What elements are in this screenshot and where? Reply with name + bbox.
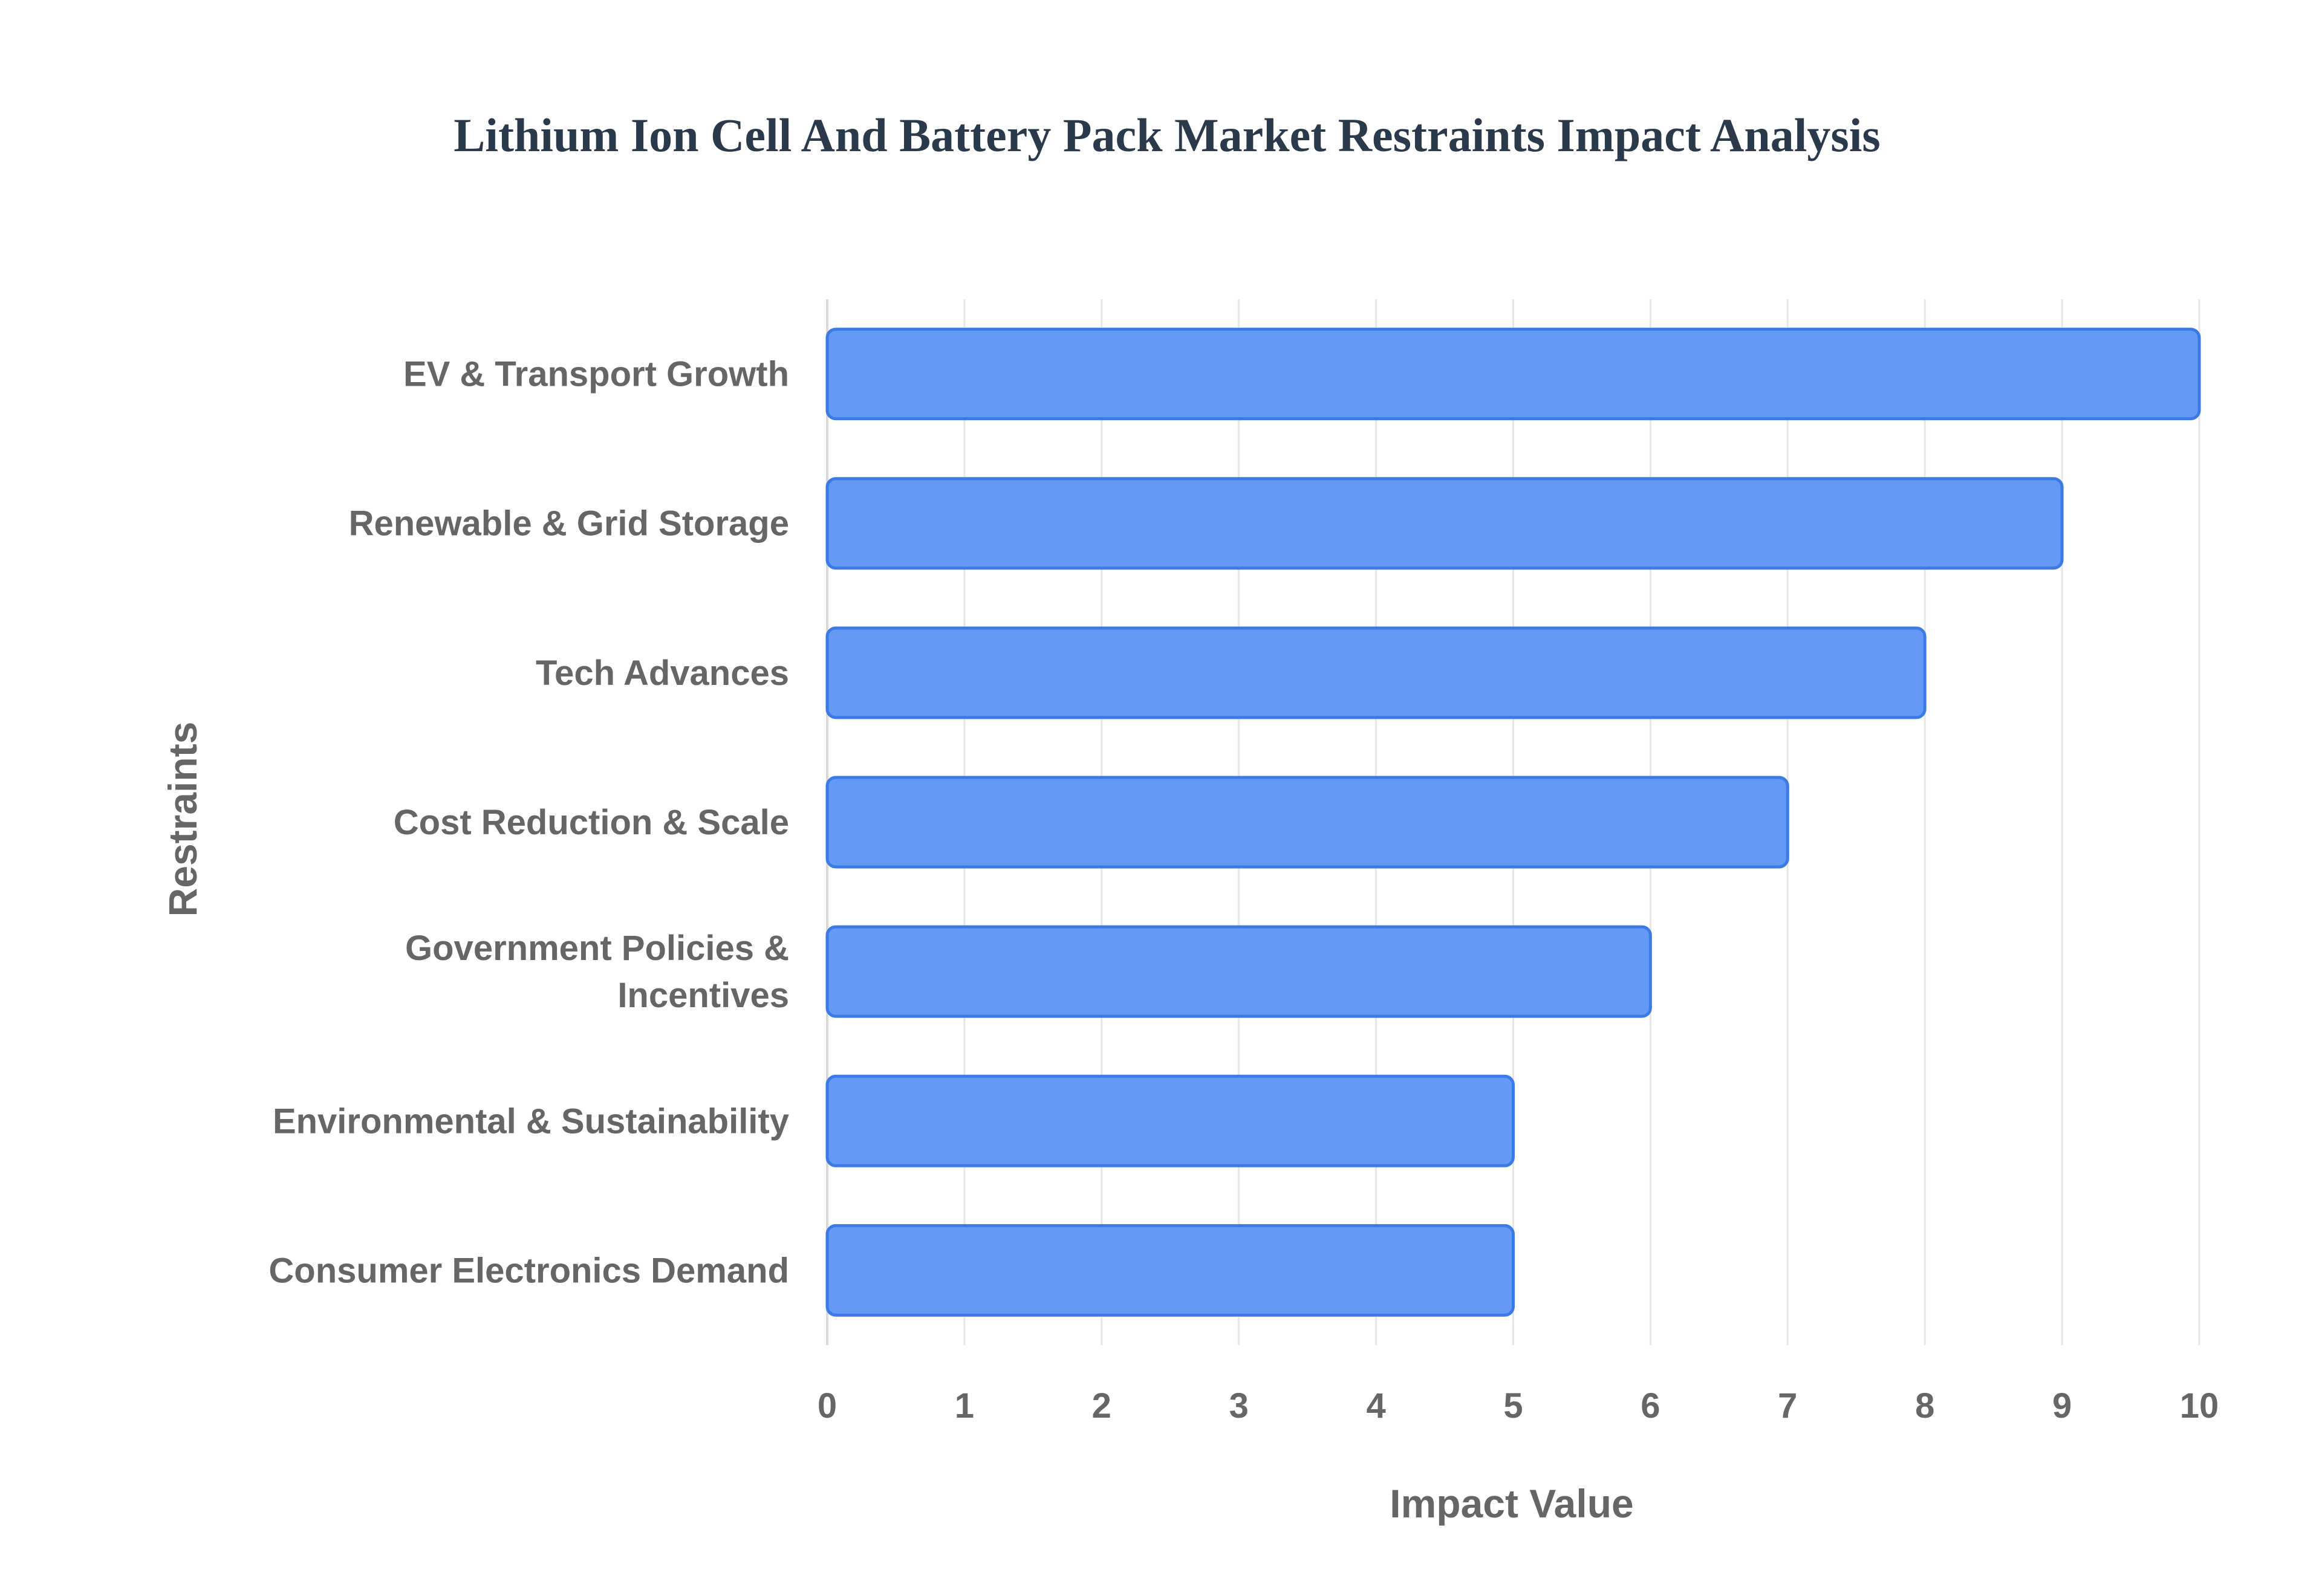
x-tick-labels: 0 1 2 3 4 5 6 7 8 9 10 [818, 1386, 2219, 1426]
category-label: Consumer Electronics Demand [268, 1251, 789, 1290]
bar [825, 776, 1789, 869]
category-label: Cost Reduction & Scale [394, 803, 789, 842]
x-axis-title: Impact Value [1390, 1481, 1634, 1526]
category-label: Environmental & Sustainability [273, 1101, 789, 1141]
x-tick-label: 1 [955, 1386, 974, 1426]
category-labels: EV & Transport Growth Renewable & Grid St… [268, 355, 789, 1291]
bar [825, 925, 1652, 1018]
bar [825, 477, 2064, 570]
category-label: Tech Advances [536, 654, 789, 693]
y-axis-title: Restraints [160, 722, 205, 917]
bar [825, 1224, 1515, 1317]
bar [825, 1074, 1515, 1167]
x-tick-label: 2 [1092, 1386, 1111, 1426]
chart-title: Lithium Ion Cell And Battery Pack Market… [454, 109, 1881, 161]
x-tick-label: 3 [1229, 1386, 1249, 1426]
category-label: Renewable & Grid Storage [349, 504, 789, 543]
x-tick-label: 4 [1366, 1386, 1385, 1426]
x-tick-label: 5 [1503, 1386, 1523, 1426]
bars [825, 328, 2201, 1317]
bar [825, 328, 2201, 421]
x-tick-label: 8 [1915, 1386, 1934, 1426]
x-tick-label: 10 [2180, 1386, 2219, 1426]
x-tick-label: 9 [2052, 1386, 2072, 1426]
x-tick-label: 7 [1778, 1386, 1797, 1426]
bar [825, 626, 1927, 719]
x-tick-label: 6 [1641, 1386, 1660, 1426]
category-label: EV & Transport Growth [403, 355, 789, 394]
x-tick-label: 0 [818, 1386, 837, 1426]
category-label: Government Policies & Incentives [405, 929, 789, 1015]
